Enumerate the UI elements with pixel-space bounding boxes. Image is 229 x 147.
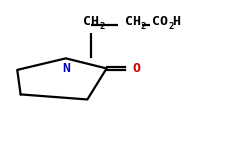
Text: 2: 2 — [141, 22, 146, 31]
Text: O: O — [132, 62, 140, 75]
Text: H: H — [172, 15, 180, 28]
Text: CH: CH — [125, 15, 141, 28]
Text: N: N — [62, 62, 70, 75]
Text: 2: 2 — [168, 22, 174, 31]
Text: 2: 2 — [100, 22, 105, 31]
Text: CH: CH — [83, 15, 99, 28]
Text: CO: CO — [152, 15, 168, 28]
